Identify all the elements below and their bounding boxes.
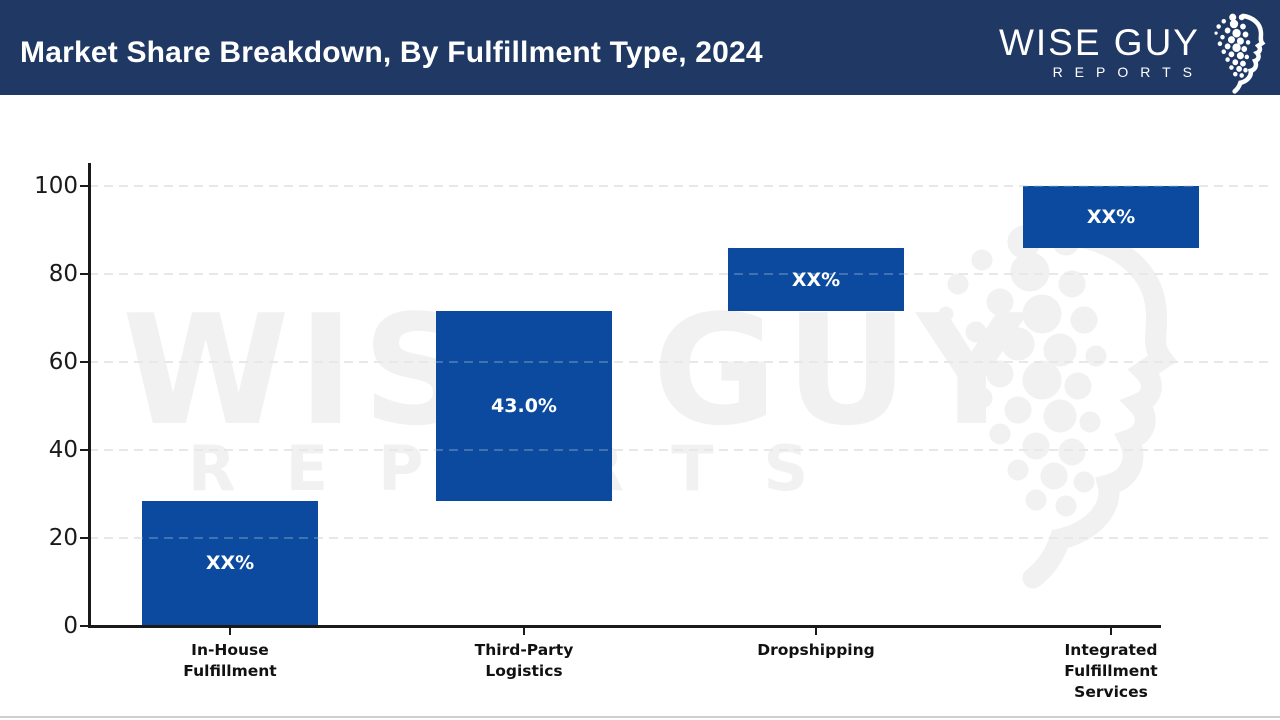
y-gridline-overlay <box>89 185 1268 187</box>
x-tick <box>1110 628 1112 635</box>
waterfall-bar: XX% <box>728 248 904 312</box>
y-tick-label: 20 <box>48 525 78 551</box>
y-tick <box>80 625 88 627</box>
waterfall-bar: XX% <box>142 500 318 626</box>
y-tick-label: 100 <box>34 173 78 199</box>
y-gridline-overlay <box>89 449 1268 451</box>
y-tick <box>80 537 88 539</box>
y-gridline <box>89 361 1268 363</box>
y-axis-line <box>88 163 91 628</box>
wiseguy-head-icon <box>1202 12 1266 94</box>
y-tick-label: 0 <box>63 613 78 639</box>
y-tick-label: 80 <box>48 261 78 287</box>
brand-logo: WISE GUY REPORTS <box>999 6 1266 90</box>
waterfall-bar: XX% <box>1023 186 1199 249</box>
y-tick-label: 40 <box>48 437 78 463</box>
bar-value-label: XX% <box>205 552 255 575</box>
x-category-label: Third-Party Logistics <box>474 641 574 680</box>
y-tick <box>80 361 88 363</box>
y-tick <box>80 185 88 187</box>
bar-value-label: 43.0% <box>491 394 557 417</box>
x-category-label: Dropshipping <box>757 641 875 659</box>
x-tick <box>815 628 817 635</box>
x-axis-line <box>89 625 1161 628</box>
x-tick <box>523 628 525 635</box>
y-tick <box>80 273 88 275</box>
y-gridline <box>89 185 1268 187</box>
x-category-label: In-House Fulfillment <box>183 641 277 680</box>
waterfall-bar: 43.0% <box>436 311 612 501</box>
brand-name: WISE GUY <box>998 22 1200 63</box>
y-gridline-overlay <box>89 361 1268 363</box>
y-gridline <box>89 537 1268 539</box>
bottom-divider <box>0 716 1280 718</box>
plot-area: 0 20 40 60 80 100 XX% In-House Fulfillment 43.0%… <box>0 95 1280 720</box>
brand-subname: REPORTS <box>1052 64 1204 80</box>
bar-value-label: XX% <box>1086 206 1136 229</box>
y-gridline <box>89 449 1268 451</box>
page-title: Market Share Breakdown, By Fulfillment T… <box>20 36 763 69</box>
y-gridline-overlay <box>89 537 1268 539</box>
y-tick <box>80 449 88 451</box>
y-gridline-overlay <box>89 273 1268 275</box>
x-category-label: Integrated Fulfillment Services <box>1064 641 1158 701</box>
bar-value-label: XX% <box>791 268 841 291</box>
header-bar: Market Share Breakdown, By Fulfillment T… <box>0 0 1280 95</box>
x-tick <box>229 628 231 635</box>
y-gridline <box>89 273 1268 275</box>
y-tick-label: 60 <box>48 349 78 375</box>
